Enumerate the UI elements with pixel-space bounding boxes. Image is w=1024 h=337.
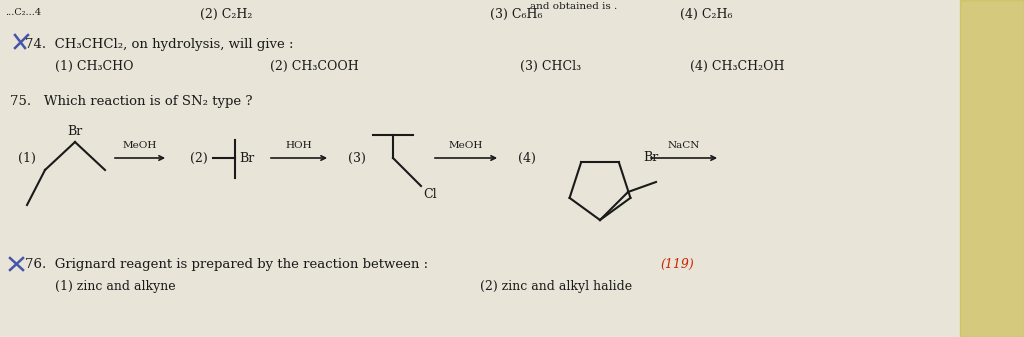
Text: HOH: HOH: [286, 141, 312, 150]
Text: (3) C₆H₆: (3) C₆H₆: [490, 8, 543, 21]
Text: Br: Br: [68, 125, 83, 138]
Text: (4) C₂H₆: (4) C₂H₆: [680, 8, 732, 21]
Text: 76.  Grignard reagent is prepared by the reaction between :: 76. Grignard reagent is prepared by the …: [25, 258, 428, 271]
Text: MeOH: MeOH: [449, 141, 483, 150]
Text: and obtained is .: and obtained is .: [530, 2, 617, 11]
Text: (2) zinc and alkyl halide: (2) zinc and alkyl halide: [480, 280, 632, 293]
Text: Br: Br: [239, 152, 254, 164]
Text: 75.   Which reaction is of SN₂ type ?: 75. Which reaction is of SN₂ type ?: [10, 95, 253, 108]
Text: (1) CH₃CHO: (1) CH₃CHO: [55, 60, 133, 73]
Text: (1) zinc and alkyne: (1) zinc and alkyne: [55, 280, 176, 293]
Text: NaCN: NaCN: [668, 141, 700, 150]
Text: (2): (2): [190, 152, 208, 164]
Text: (4) CH₃CH₂OH: (4) CH₃CH₂OH: [690, 60, 784, 73]
Bar: [961, 0, 1024, 337]
Text: (2) CH₃COOH: (2) CH₃COOH: [270, 60, 358, 73]
Text: (2) C₂H₂: (2) C₂H₂: [200, 8, 252, 21]
Text: Br: Br: [643, 151, 658, 164]
Text: (1): (1): [18, 152, 36, 164]
Text: Cl: Cl: [423, 188, 436, 201]
Text: (3) CHCl₃: (3) CHCl₃: [520, 60, 582, 73]
Text: ...C₂...4: ...C₂...4: [5, 8, 41, 17]
Text: (4): (4): [518, 152, 536, 164]
Text: (3): (3): [348, 152, 366, 164]
Text: MeOH: MeOH: [123, 141, 158, 150]
Text: 74.  CH₃CHCl₂, on hydrolysis, will give :: 74. CH₃CHCl₂, on hydrolysis, will give :: [25, 38, 294, 51]
Text: (119): (119): [660, 258, 693, 271]
